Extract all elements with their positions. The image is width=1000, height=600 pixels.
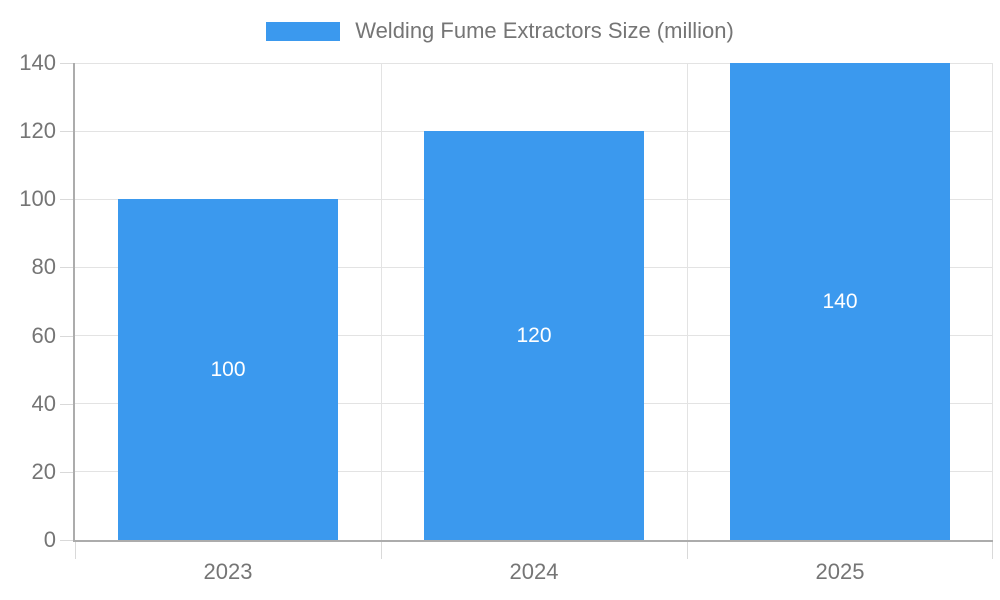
y-axis-tick-label: 40 [31,390,56,416]
chart-legend[interactable]: Welding Fume Extractors Size (million) [0,13,1000,49]
legend-label: Welding Fume Extractors Size (million) [355,18,734,43]
y-axis-tick-mark [60,403,73,405]
bar-value-label: 100 [210,358,246,381]
y-axis-tick-label: 60 [31,322,56,348]
x-axis-tick-mark [687,542,688,559]
y-axis-tick-label: 80 [31,254,56,280]
y-axis-tick-mark [60,267,73,269]
y-axis-tick-mark [60,131,73,133]
bar-value-label: 120 [516,324,552,347]
x-axis-tick-label: 2024 [509,559,559,584]
x-axis-tick-mark [992,542,993,559]
plot-area: 100 120 140 [73,62,993,542]
y-axis-tick-label: 100 [19,186,56,212]
x-gridline [687,63,688,540]
x-axis-tick-mark [75,542,76,559]
bar[interactable] [118,199,338,540]
y-axis-tick-mark [60,63,73,64]
y-axis-tick-label: 0 [43,527,56,552]
y-axis-tick-label: 140 [19,50,56,75]
y-axis-tick-label: 120 [19,118,56,144]
y-axis-tick-label: 20 [31,458,56,484]
y-axis-tick-mark [60,335,73,337]
y-axis-tick-mark [60,471,73,473]
y-axis-tick-mark [60,540,73,541]
bar[interactable] [730,63,950,540]
y-axis-tick-mark [60,199,73,201]
x-axis-tick-label: 2023 [203,559,253,584]
bar-value-label: 140 [822,290,858,313]
x-axis-tick-label: 2025 [815,559,865,584]
y-gridline [75,62,993,64]
x-gridline [992,63,993,540]
legend-swatch-icon [266,21,341,41]
bar[interactable] [424,131,644,540]
x-gridline [381,63,382,540]
x-axis-tick-mark [381,542,382,559]
